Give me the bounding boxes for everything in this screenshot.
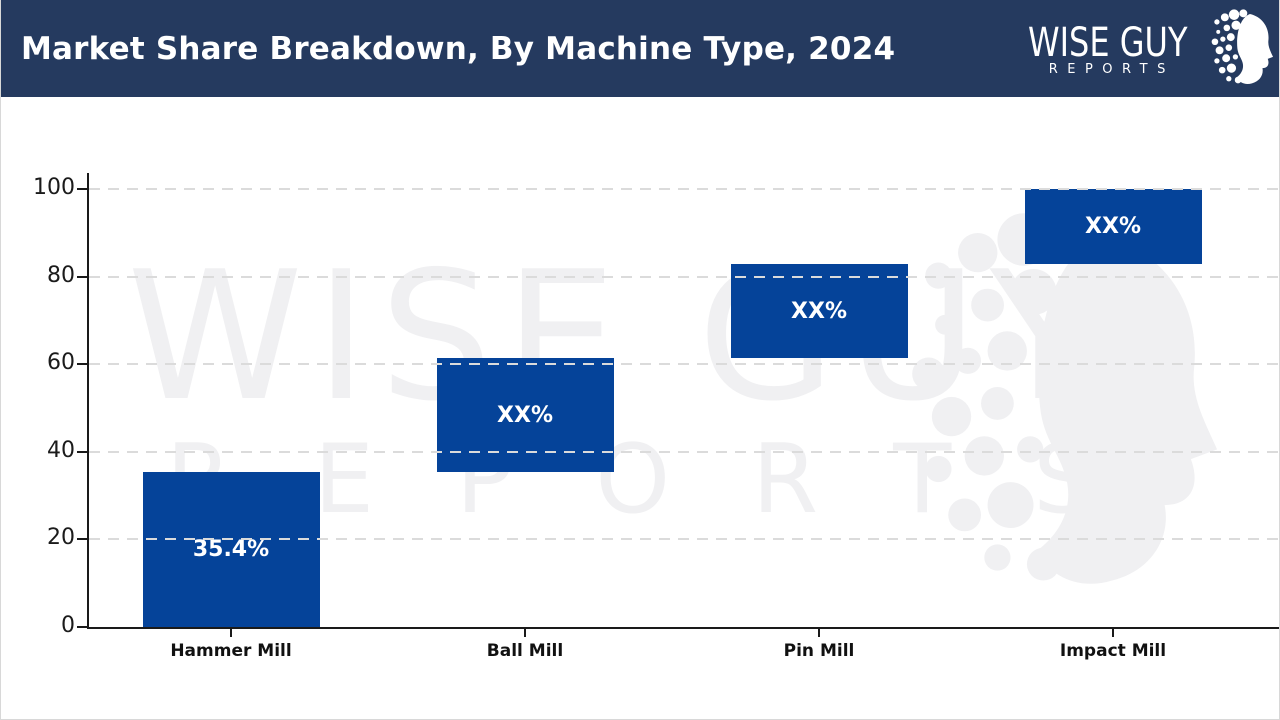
y-tick-mark — [77, 626, 87, 628]
page-title: Market Share Breakdown, By Machine Type,… — [21, 30, 896, 67]
bar-impact-mill: XX% — [1024, 189, 1202, 264]
bar-pin-mill: XX% — [730, 263, 908, 359]
x-category-label: Ball Mill — [486, 641, 564, 661]
bar-value-label: XX% — [497, 402, 553, 428]
head-logo-icon — [1211, 9, 1274, 84]
y-tick-label: 0 — [61, 613, 75, 638]
y-tick-mark — [77, 538, 87, 541]
brand-logo: WISE GUY REPORTS — [1008, 3, 1275, 95]
x-tick-mark — [1112, 629, 1114, 637]
gridline-40 — [89, 450, 1279, 453]
brand-logo-text: WISE GUY REPORTS — [1008, 21, 1207, 77]
x-category-label: Impact Mill — [1059, 641, 1167, 661]
y-tick-label: 40 — [47, 437, 75, 463]
plot-area: 35.4% XX% XX% XX% — [77, 173, 1279, 637]
brand-name: WISE GUY — [1027, 20, 1188, 66]
y-tick-mark — [77, 450, 87, 453]
x-tick-mark — [230, 629, 232, 637]
y-tick-label: 80 — [47, 262, 75, 288]
y-axis-tick-labels: 0 20 40 60 80 100 — [1, 173, 75, 638]
y-tick-label: 60 — [47, 350, 75, 376]
bar-value-label: XX% — [791, 298, 847, 324]
y-axis-line — [87, 173, 89, 629]
x-category-label: Pin Mill — [783, 641, 855, 661]
y-tick-label: 100 — [33, 175, 75, 200]
gridline-60 — [89, 363, 1279, 366]
header-bar: Market Share Breakdown, By Machine Type,… — [1, 0, 1279, 97]
bar-ball-mill: XX% — [436, 358, 614, 472]
bar-value-label: 35.4% — [192, 536, 270, 562]
gridline-20 — [89, 538, 1279, 541]
y-tick-mark — [77, 363, 87, 366]
y-tick-mark — [77, 188, 87, 190]
gridline-100 — [89, 188, 1279, 190]
gridline-80 — [89, 275, 1279, 278]
bar-value-label: XX% — [1085, 213, 1141, 239]
y-tick-label: 20 — [47, 525, 75, 551]
bar-hammer-mill: 35.4% — [142, 471, 320, 627]
x-axis-line — [87, 627, 1279, 629]
x-tick-mark — [818, 629, 820, 637]
x-category-label: Hammer Mill — [170, 641, 292, 661]
brand-subname: REPORTS — [1048, 62, 1175, 77]
y-tick-mark — [77, 275, 87, 278]
x-axis-tick-labels: Hammer Mill Ball Mill Pin Mill Impact Mill — [1, 641, 1279, 671]
x-tick-mark — [524, 629, 526, 637]
